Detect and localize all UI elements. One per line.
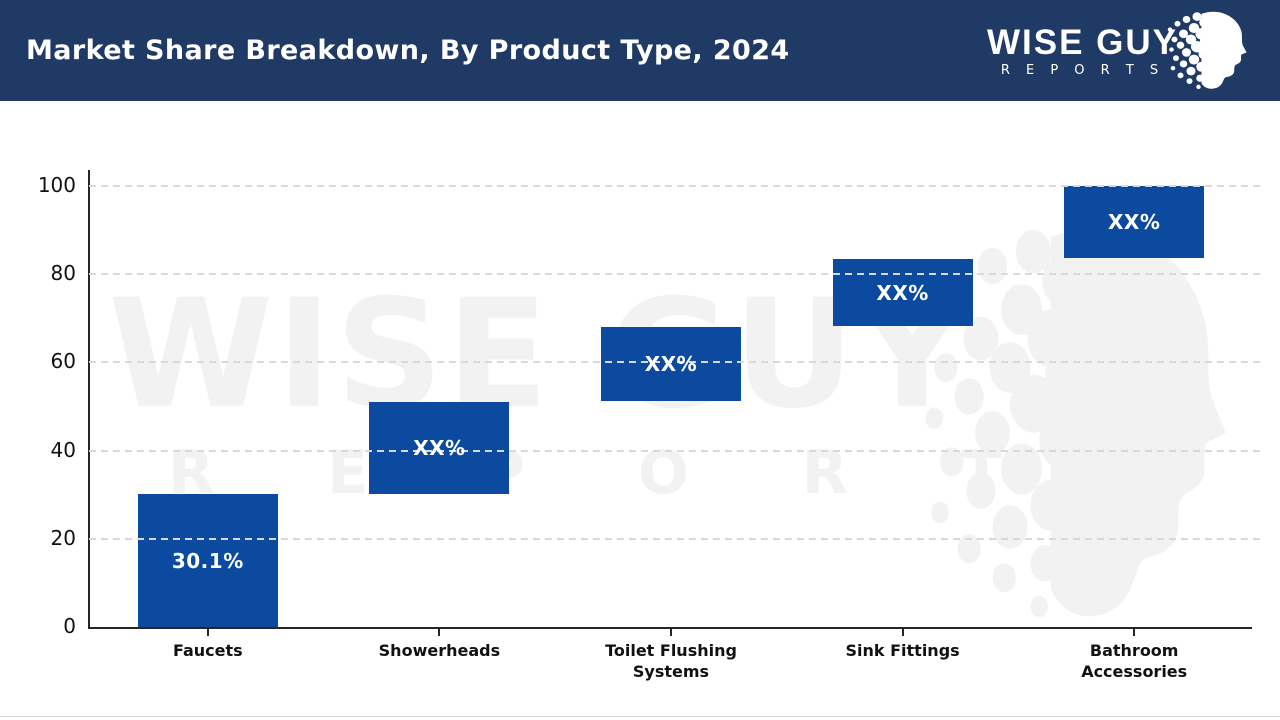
- y-axis-tick-label: 40: [50, 437, 76, 462]
- page-title: Market Share Breakdown, By Product Type,…: [26, 35, 790, 66]
- x-axis-category-label-toilet-flushing-systems: Toilet Flushing Systems: [561, 640, 781, 682]
- bar-sink-fittings: [832, 259, 973, 327]
- wiseguy-logo: WISE GUY R E P O R T S: [987, 8, 1254, 94]
- x-axis-tick: [901, 628, 904, 636]
- bar-value-label: XX%: [644, 351, 698, 376]
- bottom-divider: [0, 716, 1280, 717]
- x-axis-tick: [670, 628, 672, 636]
- category-label-line: Accessories: [1081, 662, 1188, 681]
- bar-bathroom-accessories: [1064, 186, 1205, 259]
- bar-value-label: XX%: [876, 280, 929, 305]
- x-axis-tick: [438, 628, 441, 636]
- y-axis-tick-label: 100: [37, 173, 76, 197]
- waterfall-chart: 30.1% XX% XX% XX% XX% 0 20 40 60 80 100 Faucets Show…: [0, 101, 1280, 720]
- gridline-80: [89, 273, 1261, 276]
- y-axis-tick-label: 60: [50, 349, 76, 374]
- category-label-line: Bathroom: [1089, 641, 1179, 660]
- y-axis-tick-label: 0: [63, 614, 76, 638]
- bar-showerheads: [369, 402, 510, 495]
- watermark-wordmark: WISE GUY: [108, 268, 970, 442]
- category-label-line: Systems: [632, 662, 710, 681]
- bar-value-label: 30.1%: [171, 548, 244, 573]
- x-axis-tick: [206, 628, 209, 636]
- y-axis-tick-label: 80: [50, 261, 76, 286]
- category-label-line: Toilet Flushing: [605, 641, 737, 660]
- y-axis-line: [88, 170, 90, 629]
- category-label-line: Showerheads: [378, 641, 501, 660]
- wiseguy-face-icon: [1164, 8, 1254, 94]
- y-axis-tick-label: 20: [50, 525, 76, 550]
- category-label-line: Sink Fittings: [845, 641, 960, 660]
- logo-reports-label: R E P O R T S: [1000, 62, 1165, 78]
- logo-text: WISE GUY R E P O R T S: [987, 25, 1178, 77]
- header-bar: Market Share Breakdown, By Product Type,…: [0, 0, 1280, 101]
- category-label-line: Faucets: [172, 641, 243, 660]
- gridline-40: [89, 449, 1261, 452]
- bar-toilet-flushing-systems: [601, 327, 741, 401]
- bar-value-label: XX%: [1107, 210, 1161, 235]
- gridline-60: [89, 361, 1261, 364]
- x-axis-tick: [1133, 628, 1136, 636]
- x-axis-category-label-faucets: Faucets: [98, 640, 318, 661]
- x-axis-category-label-sink-fittings: Sink Fittings: [793, 640, 1013, 661]
- bar-value-label: XX%: [413, 436, 466, 461]
- gridline-100: [89, 185, 1261, 187]
- bar-faucets: [137, 494, 278, 627]
- logo-wordmark: WISE GUY: [986, 22, 1178, 62]
- gridline-20: [89, 537, 1261, 540]
- x-axis-category-label-bathroom-accessories: Bathroom Accessories: [1024, 640, 1244, 682]
- x-axis-category-label-showerheads: Showerheads: [329, 640, 549, 661]
